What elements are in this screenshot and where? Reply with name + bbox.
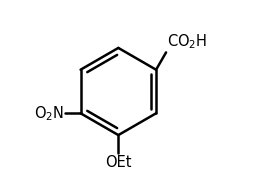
Text: CO$_2$H: CO$_2$H [167, 33, 207, 51]
Text: OEt: OEt [105, 155, 132, 170]
Text: O$_2$N: O$_2$N [34, 104, 64, 123]
